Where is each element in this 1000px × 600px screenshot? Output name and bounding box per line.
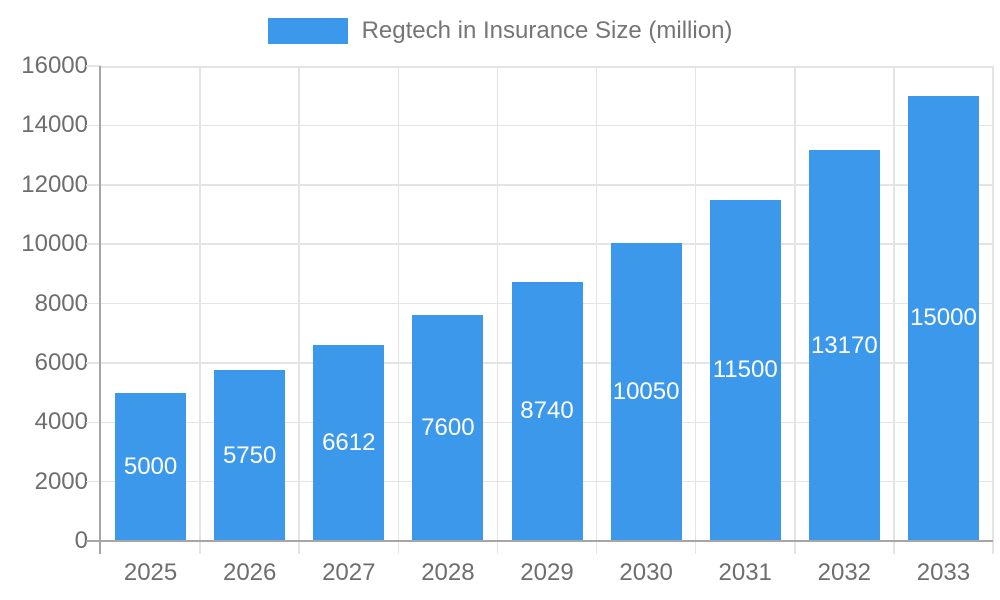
x-axis-tick [199, 541, 201, 554]
bar-2026[interactable]: 5750 [214, 370, 286, 541]
gridline-horizontal [101, 184, 993, 186]
y-axis-tick [86, 421, 101, 423]
y-axis-tick [86, 184, 101, 186]
bar-2033[interactable]: 15000 [907, 95, 979, 541]
x-axis-tick [694, 541, 697, 554]
bar-value-label: 15000 [910, 304, 977, 332]
x-axis-tick-label: 2027 [322, 559, 376, 586]
gridline-vertical [496, 66, 499, 541]
bar-2031[interactable]: 11500 [709, 199, 781, 541]
x-axis-tick [397, 541, 400, 554]
gridline-vertical [794, 66, 796, 541]
y-axis-tick-label: 0 [74, 527, 88, 554]
bar-value-label: 11500 [712, 356, 778, 384]
bar-2029[interactable]: 8740 [511, 281, 583, 541]
legend[interactable]: Regtech in Insurance Size (million) [0, 17, 1000, 45]
gridline-vertical [694, 66, 697, 541]
bar-2027[interactable]: 6612 [313, 344, 385, 541]
gridline-horizontal [101, 243, 993, 245]
gridline-vertical [595, 66, 598, 541]
bar-value-label: 8740 [520, 397, 574, 425]
bar-2030[interactable]: 10050 [610, 242, 682, 541]
y-axis-tick-label: 12000 [21, 170, 88, 198]
gridline-vertical [397, 66, 400, 541]
y-axis-tick [86, 243, 101, 245]
bar-value-label: 7600 [421, 414, 475, 442]
x-axis-tick-label: 2026 [222, 559, 277, 586]
x-axis-tick [595, 541, 598, 554]
x-axis-tick [893, 541, 895, 554]
gridline-vertical [992, 66, 994, 541]
x-axis-tick-label: 2025 [123, 559, 178, 586]
x-axis-tick-label: 2031 [718, 559, 772, 586]
legend-label: Regtech in Insurance Size (million) [361, 17, 733, 44]
gridline-vertical [298, 66, 300, 541]
x-axis-tick-label: 2029 [520, 559, 574, 586]
bar-2025[interactable]: 5000 [115, 392, 187, 541]
y-axis-tick-label: 2000 [34, 467, 88, 495]
bar-value-label: 5000 [123, 452, 178, 480]
x-axis-tick [496, 541, 499, 554]
x-axis-tick [794, 541, 796, 554]
x-axis-line [86, 540, 993, 542]
gridline-horizontal [101, 124, 993, 127]
y-axis-tick [86, 362, 101, 364]
x-axis-tick [298, 541, 300, 554]
x-axis-tick [992, 541, 994, 554]
gridline-vertical [199, 66, 201, 541]
plot-area: 5000 5750 6612 7600 8740 10050 11500 13170 15000 [101, 66, 994, 541]
x-axis-tick-label: 2028 [421, 559, 475, 586]
y-axis-tick-label: 4000 [34, 408, 88, 436]
y-axis-tick [86, 480, 101, 483]
bar-2028[interactable]: 7600 [412, 315, 484, 541]
gridline-horizontal [101, 66, 993, 68]
y-axis-tick [86, 124, 101, 127]
bar-value-label: 6612 [322, 428, 376, 456]
y-axis-line [99, 66, 101, 554]
x-axis-tick-label: 2030 [619, 559, 673, 586]
y-axis-tick-label: 16000 [21, 52, 88, 79]
x-axis-tick-label: 2033 [916, 559, 971, 586]
legend-swatch[interactable] [267, 18, 348, 44]
bar-value-label: 5750 [222, 441, 277, 469]
bar-2032[interactable]: 13170 [808, 150, 880, 541]
y-axis-tick-label: 14000 [21, 111, 88, 139]
y-axis-tick [86, 65, 101, 67]
y-axis-tick-label: 6000 [34, 348, 88, 376]
gridline-vertical [893, 66, 895, 541]
y-axis-tick [86, 302, 101, 305]
y-axis-tick-label: 10000 [21, 230, 88, 258]
x-axis-tick-label: 2032 [817, 559, 872, 586]
bar-value-label: 13170 [810, 331, 878, 359]
bar-value-label: 10050 [612, 377, 680, 405]
y-axis-tick-label: 8000 [34, 289, 88, 317]
